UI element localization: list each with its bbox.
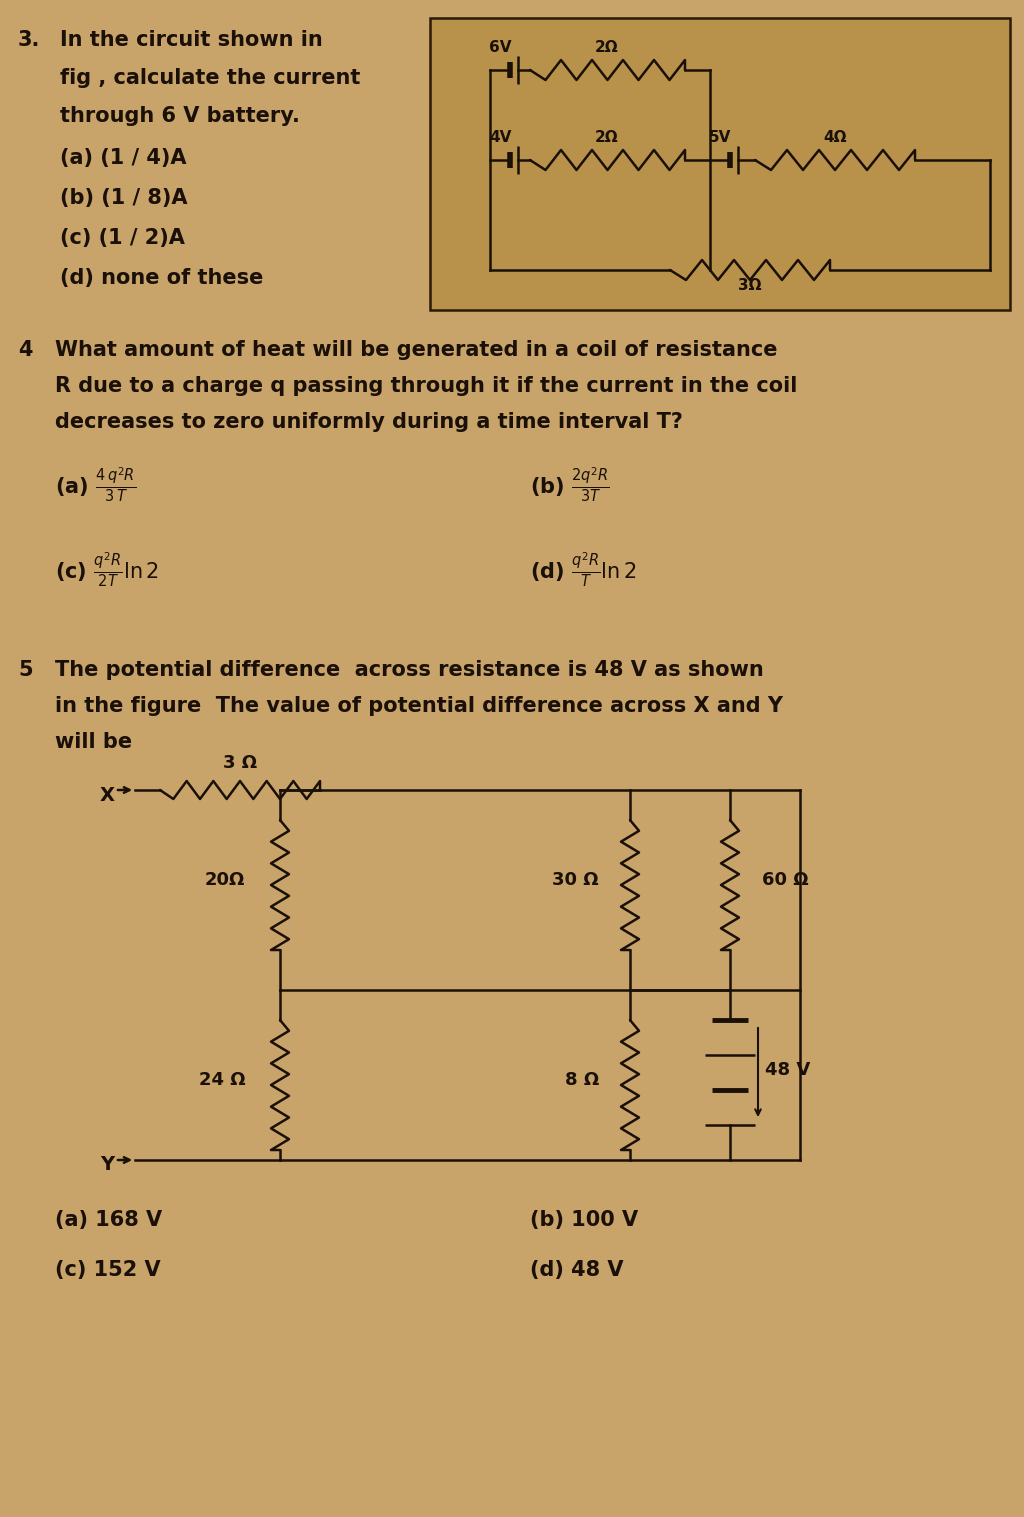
Text: Y: Y [100,1156,114,1174]
Text: 4Ω: 4Ω [823,130,847,146]
Text: R due to a charge q passing through it if the current in the coil: R due to a charge q passing through it i… [55,376,798,396]
Text: in the figure  The value of potential difference across X and Y: in the figure The value of potential dif… [55,696,783,716]
Text: X: X [100,786,115,804]
Text: (d) 48 V: (d) 48 V [530,1261,624,1280]
Text: will be: will be [55,733,132,752]
Text: (c) (1 / 2)A: (c) (1 / 2)A [60,228,185,247]
Text: (b) 100 V: (b) 100 V [530,1211,638,1230]
Text: 5V: 5V [709,130,731,146]
Text: 2Ω: 2Ω [595,130,618,146]
Text: 3.: 3. [18,30,40,50]
Text: through 6 V battery.: through 6 V battery. [60,106,300,126]
Text: (a) (1 / 4)A: (a) (1 / 4)A [60,149,186,168]
Text: (d) none of these: (d) none of these [60,269,263,288]
Text: 60 Ω: 60 Ω [762,871,808,889]
Text: fig , calculate the current: fig , calculate the current [60,68,360,88]
Text: (c) $\frac{q^2R}{2T}\ln 2$: (c) $\frac{q^2R}{2T}\ln 2$ [55,551,159,589]
Text: (a) 168 V: (a) 168 V [55,1211,162,1230]
Text: What amount of heat will be generated in a coil of resistance: What amount of heat will be generated in… [55,340,777,360]
Text: 4: 4 [18,340,33,360]
Text: (a) $\frac{4\,q^2R}{3\,T}$: (a) $\frac{4\,q^2R}{3\,T}$ [55,466,136,504]
Text: (b) $\frac{2q^2R}{3T}$: (b) $\frac{2q^2R}{3T}$ [530,466,609,504]
Text: 5: 5 [18,660,33,680]
Bar [430,18,1010,309]
Text: 8 Ω: 8 Ω [565,1071,599,1089]
Text: 24 Ω: 24 Ω [199,1071,246,1089]
Text: 6V: 6V [488,39,511,55]
Text: The potential difference  across resistance is 48 V as shown: The potential difference across resistan… [55,660,764,680]
Text: decreases to zero uniformly during a time interval T?: decreases to zero uniformly during a tim… [55,413,683,432]
Text: (c) 152 V: (c) 152 V [55,1261,161,1280]
Text: 20Ω: 20Ω [205,871,245,889]
Text: 3Ω: 3Ω [738,278,762,293]
Text: 3 Ω: 3 Ω [223,754,257,772]
Text: 2Ω: 2Ω [595,39,618,55]
Text: (d) $\frac{q^2R}{T}\ln 2$: (d) $\frac{q^2R}{T}\ln 2$ [530,551,637,589]
Text: 4V: 4V [488,130,511,146]
Text: (b) (1 / 8)A: (b) (1 / 8)A [60,188,187,208]
Text: In the circuit shown in: In the circuit shown in [60,30,323,50]
Text: 30 Ω: 30 Ω [552,871,598,889]
Text: 48 V: 48 V [765,1060,810,1079]
